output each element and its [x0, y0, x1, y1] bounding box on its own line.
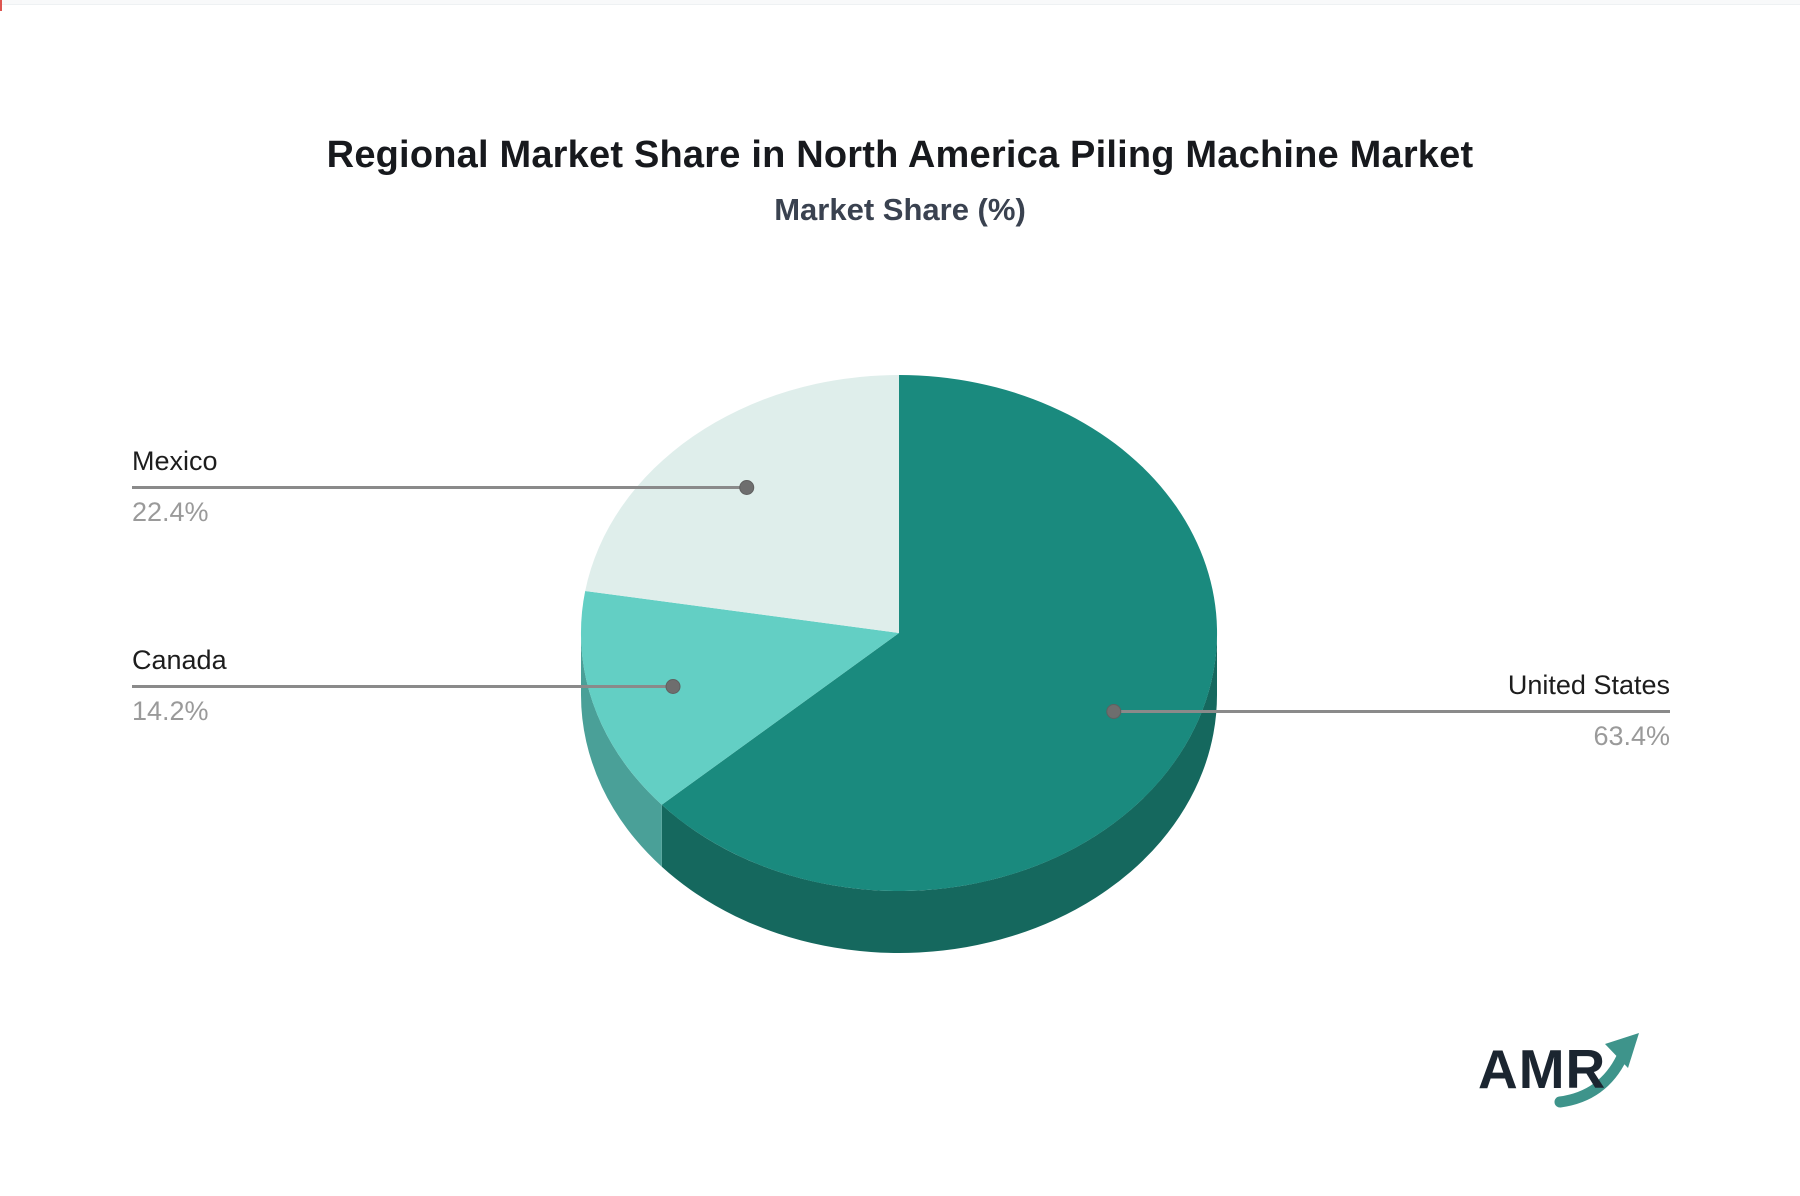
- chart-title: Regional Market Share in North America P…: [326, 134, 1474, 176]
- top-strip: [0, 0, 1800, 5]
- pie-slice-united-states[interactable]: [661, 375, 1218, 891]
- pie-slice-canada[interactable]: [580, 591, 899, 805]
- pie-side-canada: [581, 633, 662, 867]
- amr-logo: AMR: [1478, 1042, 1606, 1097]
- slice-name: Canada: [132, 644, 227, 675]
- amr-logo-text: AMR: [1478, 1038, 1607, 1100]
- chart-subtitle: Market Share (%): [774, 192, 1026, 227]
- slice-name: United States: [1507, 669, 1670, 700]
- leader-dot-canada: [665, 679, 681, 694]
- logo-arrow-curve: [1554, 1051, 1628, 1108]
- pie-side-united-states: [661, 633, 1217, 953]
- slice-value: 63.4%: [1593, 720, 1670, 751]
- leader-dot-mexico: [739, 480, 755, 495]
- pie-slice-mexico[interactable]: [585, 375, 899, 633]
- slice-value: 22.4%: [132, 496, 209, 527]
- slice-value: 14.2%: [132, 695, 209, 726]
- slice-name: Mexico: [132, 445, 218, 476]
- screen-artifact: [0, 0, 2, 11]
- logo-arrow-head: [1605, 1033, 1639, 1068]
- leader-dot-united-states: [1106, 704, 1122, 719]
